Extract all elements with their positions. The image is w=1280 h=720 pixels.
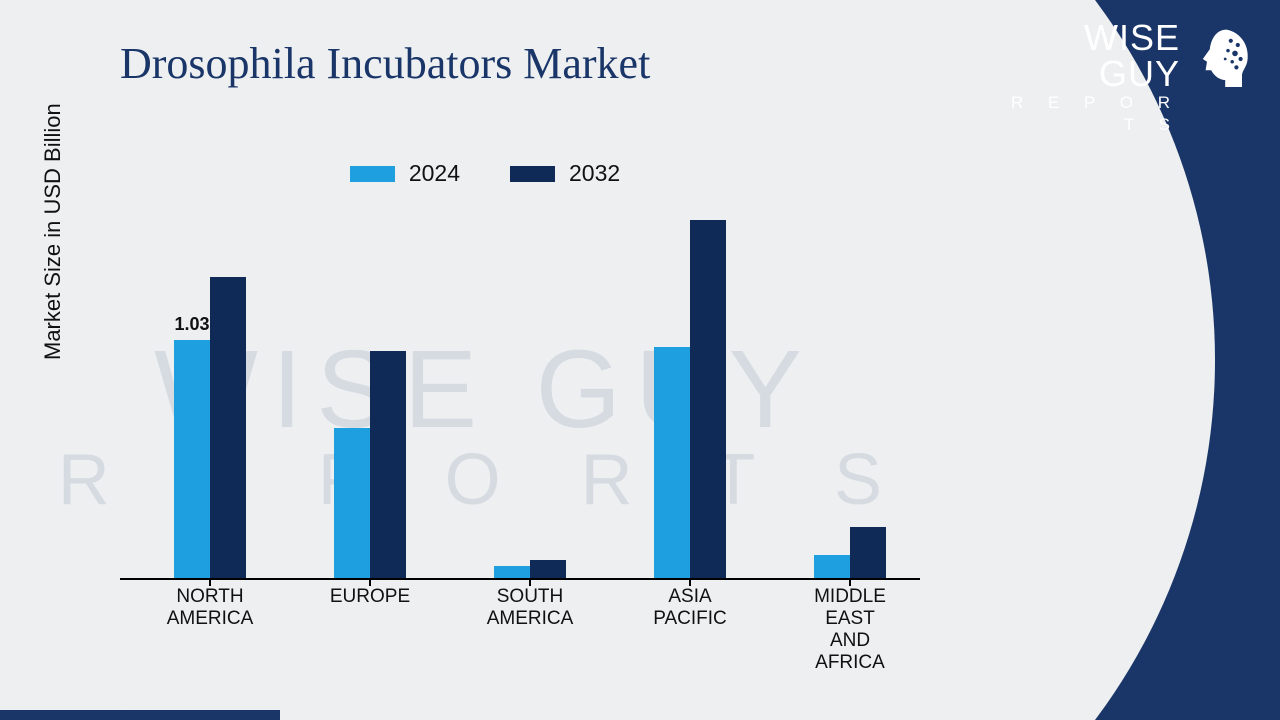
page: WISE GUY R E P O R T S Drosophila Incuba… — [0, 0, 1280, 720]
y-axis-label: Market Size in USD Billion — [40, 103, 66, 360]
category-label: SOUTHAMERICA — [465, 586, 595, 630]
legend-item: 2024 — [350, 160, 460, 187]
legend-swatch — [350, 166, 395, 182]
bar — [210, 277, 246, 578]
bar — [814, 555, 850, 578]
brand-panel: WISE GUY R E P O R T S — [955, 0, 1280, 720]
x-axis: NORTHAMERICA EUROPE SOUTHAMERICA ASIAPACIFI… — [120, 582, 920, 702]
footer-stripe — [0, 710, 280, 720]
legend-label: 2024 — [409, 160, 460, 187]
bar: 1.03 — [174, 340, 210, 578]
chart: WISE GUY R E P O R T S Market Size in US… — [50, 160, 920, 700]
bar — [690, 220, 726, 578]
bar — [850, 527, 886, 578]
bar — [530, 560, 566, 579]
page-title: Drosophila Incubators Market — [120, 38, 650, 89]
bar — [654, 347, 690, 578]
brand-logo: WISE GUY R E P O R T S — [995, 20, 1250, 136]
brand-name-line1: WISE GUY — [995, 20, 1180, 92]
legend-label: 2032 — [569, 160, 620, 187]
bar — [370, 351, 406, 578]
brain-head-icon — [1186, 24, 1256, 94]
legend: 2024 2032 — [50, 160, 920, 187]
category-label: ASIAPACIFIC — [625, 586, 755, 630]
plot-area: 1.03 — [120, 210, 920, 580]
category-label: MIDDLEEASTANDAFRICA — [785, 586, 915, 673]
category-label: EUROPE — [305, 586, 435, 608]
legend-item: 2032 — [510, 160, 620, 187]
brand-name-line2: R E P O R T S — [995, 92, 1180, 136]
bar — [494, 566, 530, 578]
bar — [334, 428, 370, 578]
legend-swatch — [510, 166, 555, 182]
category-label: NORTHAMERICA — [145, 586, 275, 630]
